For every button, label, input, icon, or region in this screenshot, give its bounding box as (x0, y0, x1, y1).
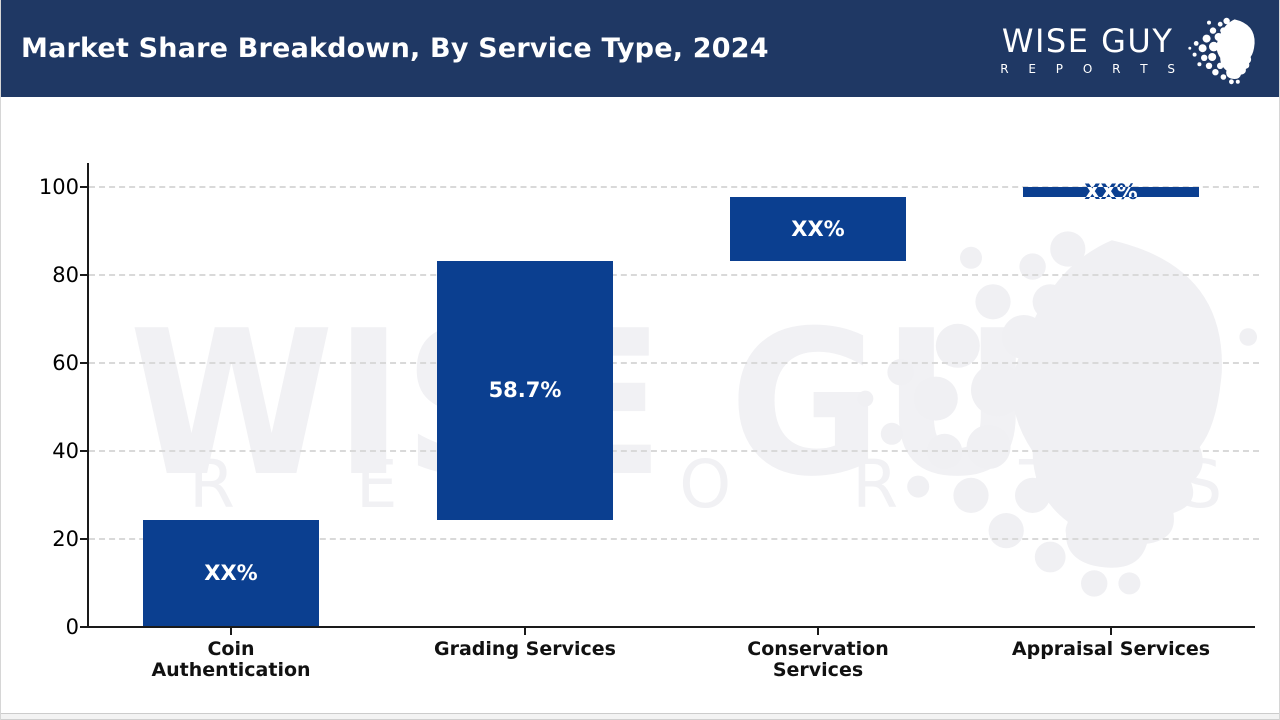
x-category-label: Coin Authentication (151, 638, 311, 681)
y-tick-label: 40 (52, 438, 79, 463)
brand-reports-text: R E P O R T S (1000, 62, 1183, 76)
bar-value-label: XX% (204, 561, 258, 586)
x-axis-spine (87, 626, 1255, 628)
y-tick-mark (80, 625, 88, 628)
brand-wordmark: WISE GUY R E P O R T S (992, 22, 1183, 76)
bar-value-label: XX% (791, 216, 845, 241)
y-tick-label: 0 (65, 614, 79, 639)
x-category-label: Appraisal Services (1011, 638, 1211, 660)
x-category-label: Conservation Services (747, 638, 889, 681)
brand-face-icon (1188, 17, 1255, 85)
y-tick-label: 100 (38, 174, 79, 199)
brand-name-text: WISE GUY (1001, 22, 1174, 60)
y-tick-mark (80, 361, 88, 364)
bar-appraisal-services: XX% (1023, 186, 1199, 197)
bottom-border-strip (1, 713, 1279, 720)
bar-coin-authentication: XX% (143, 519, 319, 627)
header-banner: Market Share Breakdown, By Service Type,… (1, 0, 1279, 97)
gridline-100 (89, 185, 1259, 188)
gridline-20 (89, 537, 1259, 540)
x-tick-mark (817, 628, 819, 635)
bar-value-label: XX% (1084, 187, 1137, 197)
y-tick-label: 60 (52, 350, 79, 375)
gridline-80 (89, 273, 1259, 276)
x-tick-mark (1110, 628, 1112, 635)
gridline-40 (89, 449, 1259, 452)
bar-conservation-services: XX% (730, 196, 906, 262)
brand-logo: WISE GUY R E P O R T S (992, 6, 1265, 92)
gridline-60 (89, 361, 1259, 364)
y-tick-mark (80, 273, 88, 276)
y-axis-spine (87, 163, 89, 628)
y-tick-mark (80, 449, 88, 452)
y-tick-mark (80, 185, 88, 188)
y-tick-label: 80 (52, 262, 79, 287)
x-category-label: Grading Services (434, 638, 616, 660)
bar-grading-services: 58.7% (437, 261, 613, 520)
chart-title: Market Share Breakdown, By Service Type,… (21, 33, 769, 64)
x-tick-mark (230, 628, 232, 635)
y-tick-mark (80, 537, 88, 540)
bar-value-label: 58.7% (488, 378, 562, 403)
x-tick-mark (524, 628, 526, 635)
y-tick-label: 20 (52, 526, 79, 551)
